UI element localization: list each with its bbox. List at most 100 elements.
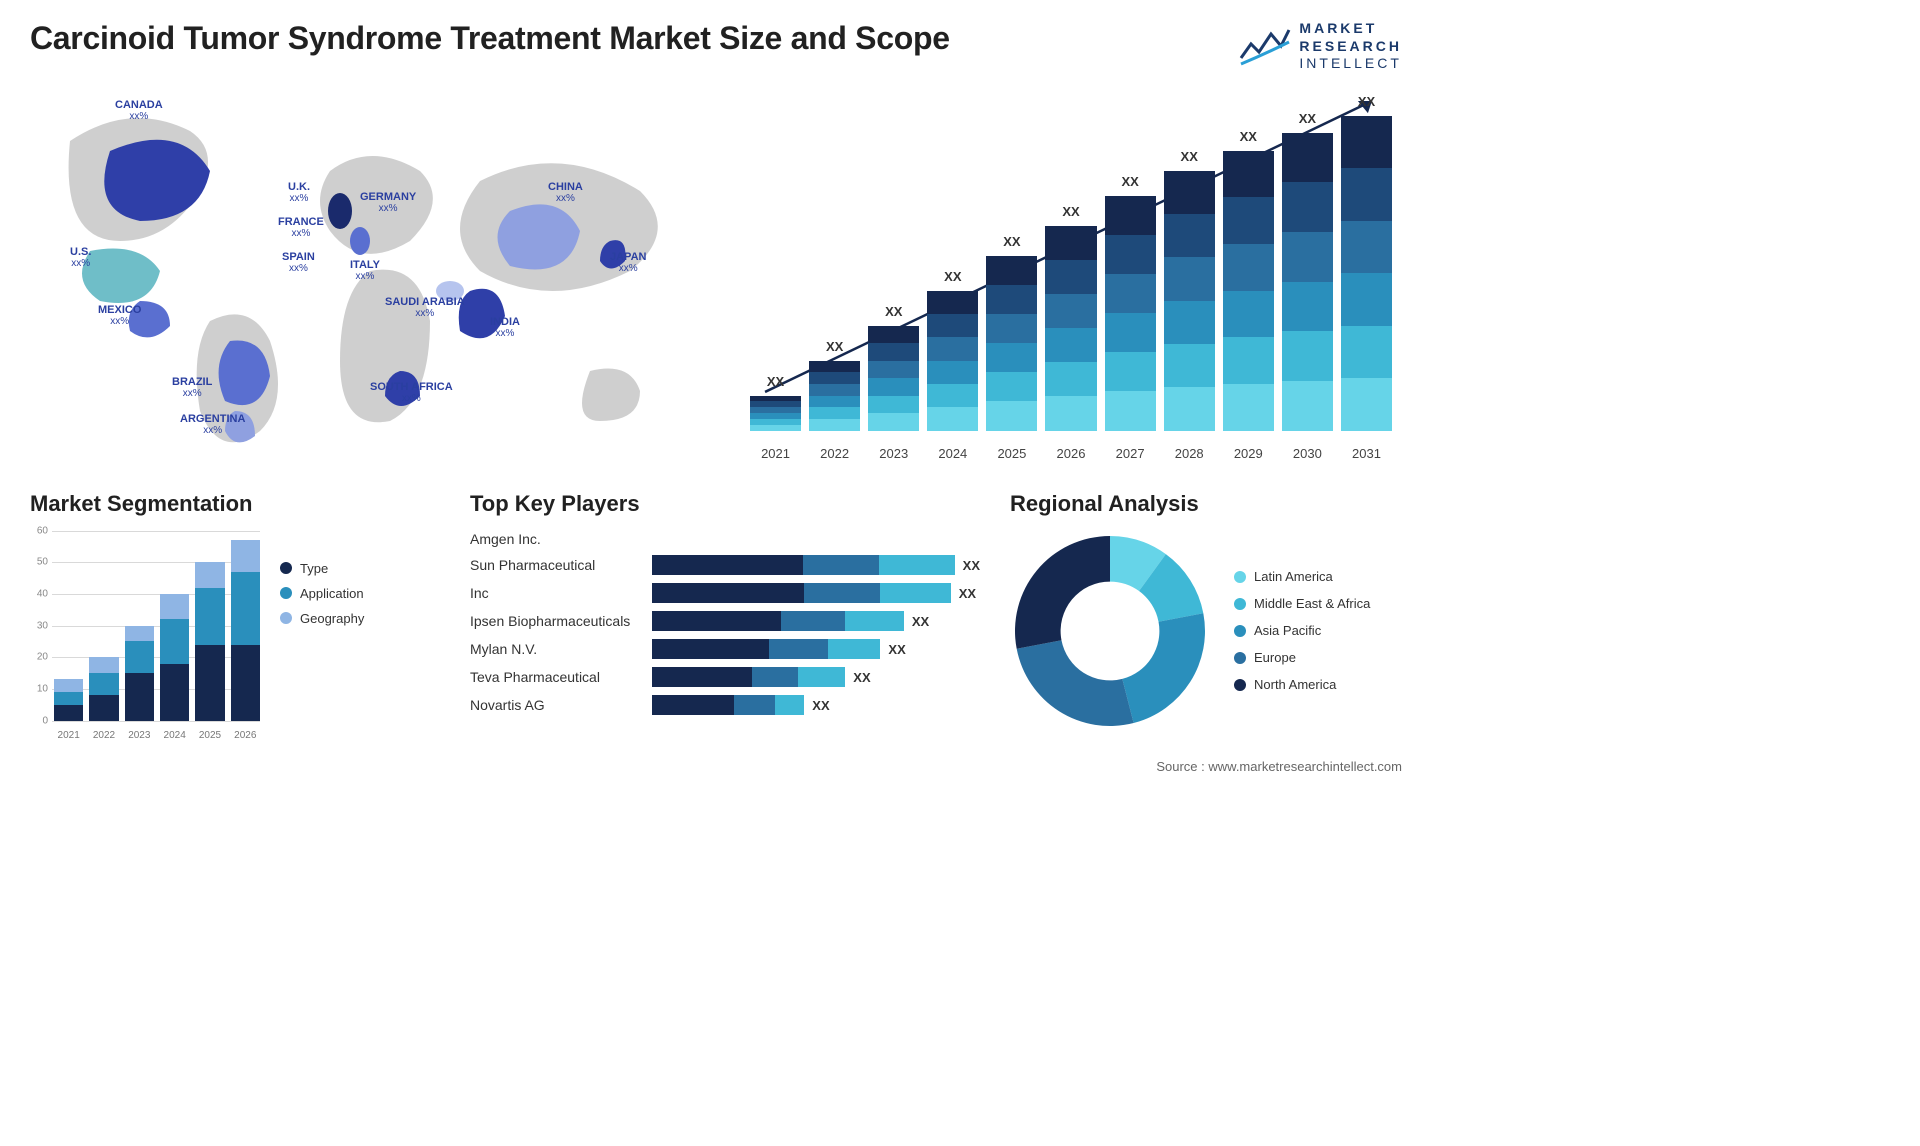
forecast-bar-label: XX [927, 269, 978, 284]
seg-y-tick: 0 [30, 715, 48, 726]
forecast-x-tick: 2022 [809, 446, 860, 461]
logo-line-3: INTELLECT [1299, 55, 1402, 73]
seg-bar [231, 540, 260, 720]
forecast-bar-label: XX [868, 304, 919, 319]
legend-swatch-icon [280, 587, 292, 599]
forecast-x-tick: 2028 [1164, 446, 1215, 461]
seg-bar [195, 562, 224, 720]
regional-legend-item: Latin America [1234, 569, 1370, 584]
legend-swatch-icon [1234, 679, 1246, 691]
forecast-bar: XX [1105, 196, 1156, 431]
regional-legend-item: Europe [1234, 650, 1370, 665]
map-country-name: ARGENTINA [180, 413, 245, 426]
forecast-bar: XX [750, 396, 801, 431]
player-row: Novartis AGXX [470, 695, 980, 715]
map-country-name: INDIA [490, 316, 520, 329]
seg-x-tick: 2024 [160, 730, 189, 741]
map-country-pct: xx% [70, 258, 91, 270]
regional-legend-label: Asia Pacific [1254, 623, 1321, 638]
forecast-bar: XX [986, 256, 1037, 431]
forecast-x-tick: 2031 [1341, 446, 1392, 461]
forecast-bar: XX [809, 361, 860, 431]
player-name: Inc [470, 585, 640, 602]
segmentation-legend: TypeApplicationGeography [280, 531, 364, 741]
seg-legend-label: Type [300, 561, 328, 576]
forecast-bar-label: XX [1045, 204, 1096, 219]
map-country-name: U.S. [70, 246, 91, 259]
page-title: Carcinoid Tumor Syndrome Treatment Marke… [30, 20, 950, 57]
player-value: XX [853, 670, 870, 685]
map-country-name: GERMANY [360, 191, 416, 204]
player-value: XX [888, 642, 905, 657]
source-attribution: Source : www.marketresearchintellect.com [30, 759, 1402, 774]
map-country-pct: xx% [98, 316, 141, 328]
seg-bar [160, 594, 189, 721]
regional-legend-label: Middle East & Africa [1254, 596, 1370, 611]
map-label: SAUDI ARABIAxx% [385, 296, 465, 320]
map-label: ITALYxx% [350, 259, 380, 283]
seg-x-tick: 2022 [89, 730, 118, 741]
regional-panel: Regional Analysis Latin AmericaMiddle Ea… [1010, 491, 1402, 741]
map-country-name: SOUTH AFRICA [370, 381, 453, 394]
forecast-bar-label: XX [986, 234, 1037, 249]
forecast-x-tick: 2023 [868, 446, 919, 461]
player-bar [652, 639, 880, 659]
map-country-pct: xx% [282, 263, 315, 275]
map-label: CHINAxx% [548, 181, 583, 205]
player-row: Ipsen BiopharmaceuticalsXX [470, 611, 980, 631]
player-bar [652, 667, 845, 687]
map-label: CANADAxx% [115, 99, 163, 123]
regional-legend-item: Middle East & Africa [1234, 596, 1370, 611]
forecast-bar: XX [868, 326, 919, 431]
map-label: MEXICOxx% [98, 304, 141, 328]
forecast-x-tick: 2021 [750, 446, 801, 461]
map-country-name: MEXICO [98, 304, 141, 317]
seg-x-tick: 2025 [195, 730, 224, 741]
player-name: Teva Pharmaceutical [470, 669, 640, 686]
forecast-x-tick: 2024 [927, 446, 978, 461]
seg-y-tick: 10 [30, 683, 48, 694]
regional-legend-label: North America [1254, 677, 1336, 692]
forecast-bar-label: XX [1105, 174, 1156, 189]
forecast-x-tick: 2026 [1045, 446, 1096, 461]
map-country-pct: xx% [278, 228, 324, 240]
legend-swatch-icon [1234, 625, 1246, 637]
map-country-pct: xx% [370, 393, 453, 405]
donut-slice [1017, 640, 1134, 726]
regional-legend-item: North America [1234, 677, 1370, 692]
seg-y-tick: 40 [30, 588, 48, 599]
donut-slice [1122, 613, 1205, 723]
forecast-bar: XX [927, 291, 978, 431]
map-label: FRANCExx% [278, 216, 324, 240]
forecast-x-tick: 2025 [986, 446, 1037, 461]
player-bar [652, 555, 955, 575]
player-value: XX [812, 698, 829, 713]
map-label: U.K.xx% [288, 181, 310, 205]
segmentation-title: Market Segmentation [30, 491, 440, 517]
logo-line-1: MARKET [1299, 20, 1402, 38]
player-row: Amgen Inc. [470, 531, 980, 548]
key-players-panel: Top Key Players Amgen Inc.Sun Pharmaceut… [470, 491, 980, 741]
forecast-bar-label: XX [809, 339, 860, 354]
map-country-name: FRANCE [278, 216, 324, 229]
map-country-pct: xx% [115, 111, 163, 123]
seg-bar [125, 626, 154, 721]
legend-swatch-icon [280, 612, 292, 624]
forecast-bar-label: XX [750, 374, 801, 389]
seg-y-tick: 60 [30, 525, 48, 536]
map-country-pct: xx% [610, 263, 646, 275]
regional-legend-item: Asia Pacific [1234, 623, 1370, 638]
map-country-name: SPAIN [282, 251, 315, 264]
legend-swatch-icon [280, 562, 292, 574]
map-country-pct: xx% [288, 193, 310, 205]
map-label: BRAZILxx% [172, 376, 212, 400]
player-row: IncXX [470, 583, 980, 603]
forecast-x-tick: 2030 [1282, 446, 1333, 461]
map-country-pct: xx% [172, 388, 212, 400]
brand-logo: MARKET RESEARCH INTELLECT [1239, 20, 1402, 73]
logo-mark-icon [1239, 24, 1291, 68]
seg-y-tick: 30 [30, 620, 48, 631]
map-country-pct: xx% [490, 328, 520, 340]
forecast-bar-label: XX [1341, 94, 1392, 109]
map-country-name: ITALY [350, 259, 380, 272]
